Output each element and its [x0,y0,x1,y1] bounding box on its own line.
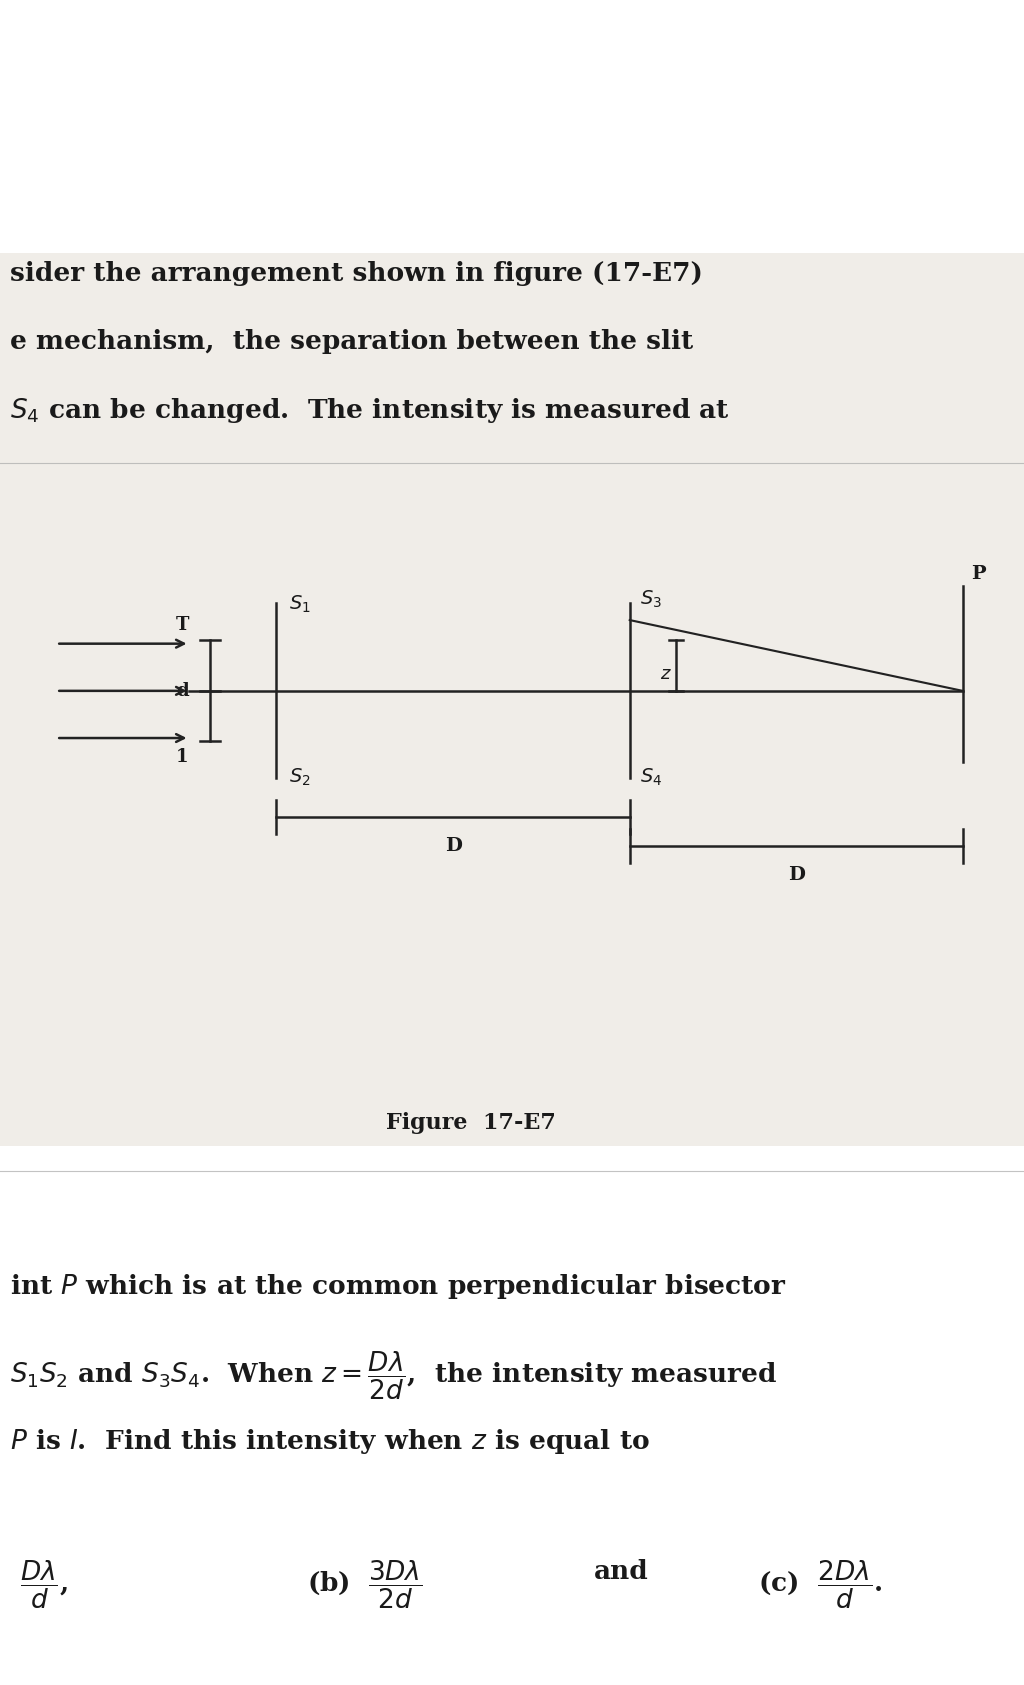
Bar [0,253,1024,1180]
Text: P: P [971,564,985,583]
Text: D: D [787,866,805,885]
Text: (b)  $\dfrac{3D\lambda}{2d}$: (b) $\dfrac{3D\lambda}{2d}$ [307,1559,423,1611]
Text: 1: 1 [176,748,188,767]
Text: D: D [444,837,462,856]
Text: $S_1$: $S_1$ [289,593,310,615]
Text: sider the arrangement shown in figure (17-E7): sider the arrangement shown in figure (1… [10,261,703,286]
Text: (c)  $\dfrac{2D\lambda}{d}$.: (c) $\dfrac{2D\lambda}{d}$. [758,1559,882,1611]
Text: $S_1S_2$ and $S_3S_4$.  When $z = \dfrac{D\lambda}{2d}$,  the intensity measured: $S_1S_2$ and $S_3S_4$. When $z = \dfrac{… [10,1350,777,1402]
Text: $\dfrac{D\lambda}{d}$,: $\dfrac{D\lambda}{d}$, [20,1559,69,1611]
Text: T: T [175,615,189,634]
Text: $P$ is $I$.  Find this intensity when $z$ is equal to: $P$ is $I$. Find this intensity when $z$… [10,1427,650,1456]
Text: $S_4$: $S_4$ [640,767,663,789]
Text: $z$: $z$ [660,666,673,682]
Text: int $P$ which is at the common perpendicular bisector: int $P$ which is at the common perpendic… [10,1272,786,1301]
Text: $S_2$: $S_2$ [289,767,310,789]
Text: $S_4$ can be changed.  The intensity is measured at: $S_4$ can be changed. The intensity is m… [10,396,730,425]
Text: d: d [176,682,188,699]
Text: and: and [594,1559,648,1584]
Text: Figure  17-E7: Figure 17-E7 [386,1112,556,1134]
Bar [0,0,1024,472]
Text: $S_3$: $S_3$ [640,588,662,610]
Text: e mechanism,  the separation between the slit: e mechanism, the separation between the … [10,329,693,354]
Bar [0,1146,1024,1685]
